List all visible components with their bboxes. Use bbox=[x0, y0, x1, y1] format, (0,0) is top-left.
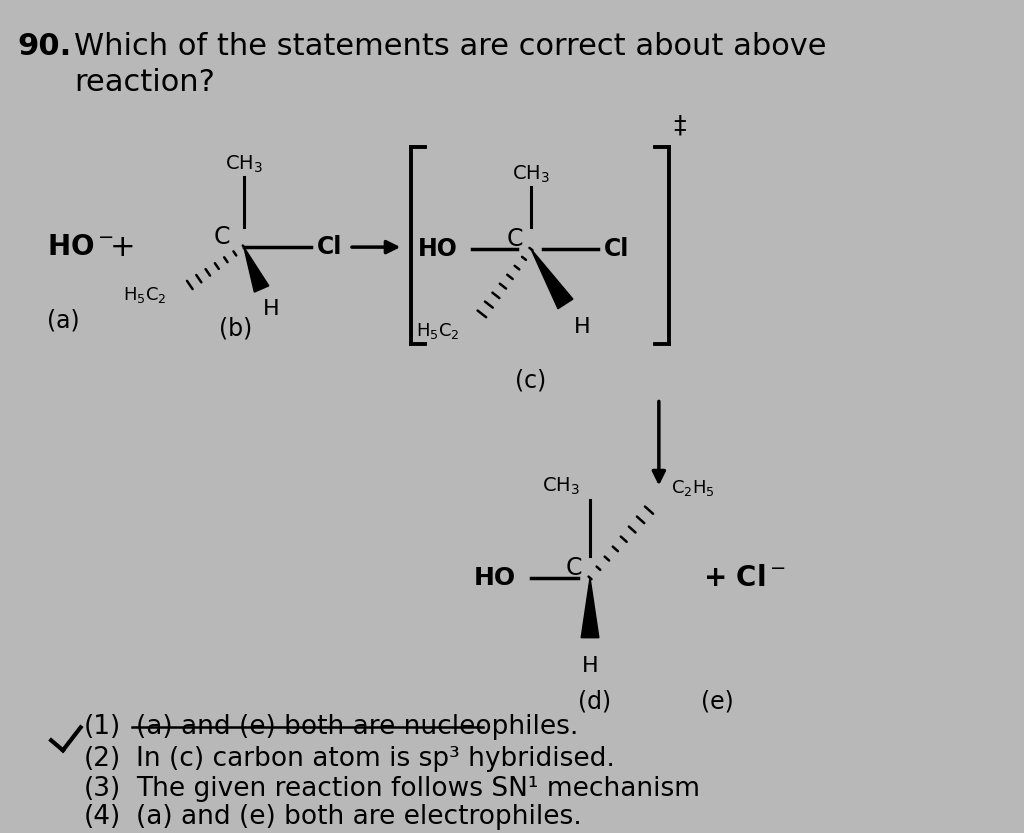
Text: In (c) carbon atom is sp³ hybridised.: In (c) carbon atom is sp³ hybridised. bbox=[136, 746, 614, 772]
Text: (3): (3) bbox=[84, 776, 121, 802]
Text: (1): (1) bbox=[84, 715, 121, 741]
Text: CH$_3$: CH$_3$ bbox=[512, 164, 550, 185]
Text: C$_2$H$_5$: C$_2$H$_5$ bbox=[671, 478, 715, 498]
Text: C: C bbox=[565, 556, 583, 580]
Text: H: H bbox=[263, 299, 280, 319]
Text: Cl: Cl bbox=[604, 237, 629, 261]
Text: H: H bbox=[582, 656, 598, 676]
Text: C: C bbox=[507, 227, 523, 251]
Text: HO: HO bbox=[474, 566, 516, 590]
Text: Cl: Cl bbox=[316, 235, 342, 259]
Text: HO: HO bbox=[418, 237, 458, 261]
Text: (a): (a) bbox=[47, 309, 80, 333]
Text: +: + bbox=[111, 232, 136, 262]
Text: The given reaction follows SN¹ mechanism: The given reaction follows SN¹ mechanism bbox=[136, 776, 699, 802]
Text: (d): (d) bbox=[579, 690, 611, 714]
Text: (b): (b) bbox=[219, 317, 253, 341]
Text: H$_5$C$_2$: H$_5$C$_2$ bbox=[417, 321, 460, 341]
Text: HO$^-$: HO$^-$ bbox=[47, 233, 115, 261]
Text: 90.: 90. bbox=[17, 32, 72, 61]
Text: (a) and (e) both are nucleophiles.: (a) and (e) both are nucleophiles. bbox=[136, 715, 579, 741]
Polygon shape bbox=[531, 249, 572, 309]
Text: H$_5$C$_2$: H$_5$C$_2$ bbox=[124, 285, 167, 305]
Text: (c): (c) bbox=[515, 369, 547, 392]
Polygon shape bbox=[244, 247, 269, 292]
Text: ‡: ‡ bbox=[674, 113, 686, 137]
Text: (a) and (e) both are electrophiles.: (a) and (e) both are electrophiles. bbox=[136, 804, 582, 830]
Text: (2): (2) bbox=[84, 746, 121, 772]
Polygon shape bbox=[582, 578, 599, 638]
Text: (4): (4) bbox=[84, 804, 121, 830]
Text: CH$_3$: CH$_3$ bbox=[225, 154, 263, 175]
Text: H: H bbox=[573, 317, 591, 337]
Text: reaction?: reaction? bbox=[74, 67, 215, 97]
Text: + Cl$^-$: + Cl$^-$ bbox=[703, 564, 786, 592]
Text: Which of the statements are correct about above: Which of the statements are correct abou… bbox=[74, 32, 826, 61]
Text: CH$_3$: CH$_3$ bbox=[542, 476, 581, 497]
Text: (e): (e) bbox=[701, 690, 734, 714]
Text: C: C bbox=[214, 225, 230, 249]
